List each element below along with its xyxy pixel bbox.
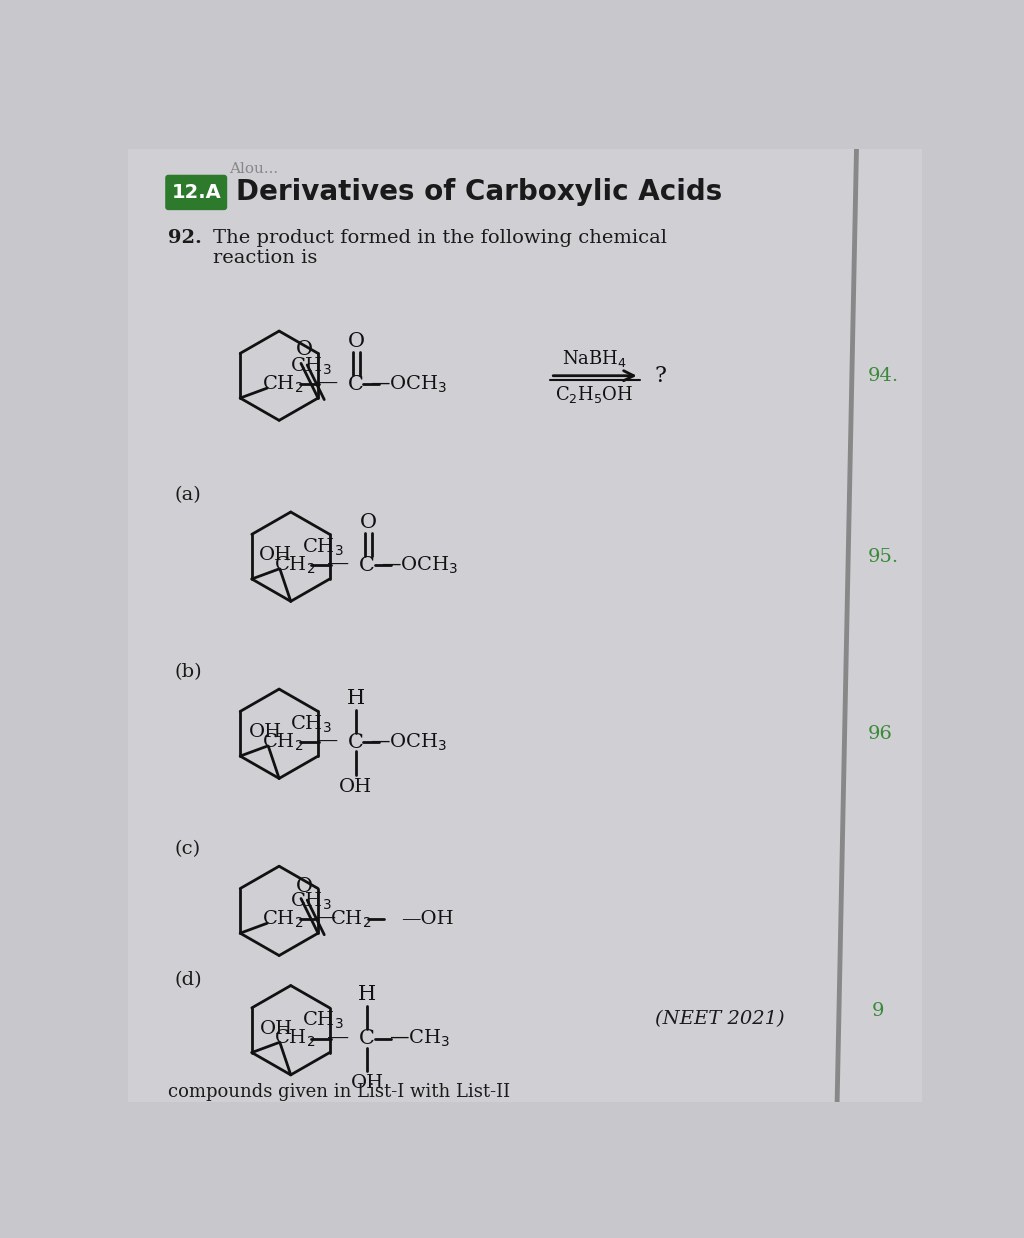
Text: OH: OH (260, 1020, 293, 1037)
Text: CH$_3$: CH$_3$ (290, 891, 332, 912)
Text: OH: OH (339, 777, 373, 796)
Text: —: — (315, 373, 338, 395)
FancyBboxPatch shape (165, 175, 227, 210)
Text: 9: 9 (872, 1002, 885, 1020)
Text: O: O (296, 878, 312, 896)
Text: CH$_3$: CH$_3$ (302, 536, 343, 558)
Text: (a): (a) (174, 487, 202, 504)
Text: (c): (c) (174, 841, 201, 858)
Text: OH: OH (249, 723, 282, 742)
Text: C: C (348, 375, 364, 394)
Text: CH$_2$: CH$_2$ (273, 1028, 315, 1050)
Text: O: O (348, 332, 365, 352)
Text: ?: ? (655, 365, 667, 386)
Text: O: O (359, 514, 377, 532)
Text: OH: OH (259, 546, 292, 565)
Text: CH$_2$: CH$_2$ (262, 374, 303, 395)
Text: Alou...: Alou... (228, 162, 278, 177)
Text: CH$_3$: CH$_3$ (302, 1010, 343, 1031)
Text: 12.A: 12.A (171, 183, 221, 202)
Text: CH$_2$: CH$_2$ (273, 555, 315, 576)
Text: H: H (346, 688, 365, 708)
Text: (NEET 2021): (NEET 2021) (655, 1010, 784, 1028)
Text: —: — (313, 909, 336, 930)
Text: OH: OH (351, 1075, 384, 1092)
Text: —: — (328, 555, 350, 576)
Text: 95.: 95. (868, 547, 899, 566)
Text: reaction is: reaction is (213, 249, 317, 266)
Text: NaBH$_4$: NaBH$_4$ (562, 348, 627, 369)
Text: O: O (296, 340, 312, 359)
Text: CH$_2$: CH$_2$ (331, 909, 372, 930)
Text: 94.: 94. (868, 366, 899, 385)
Text: 92.: 92. (168, 229, 202, 248)
Text: —: — (315, 732, 338, 753)
Text: —OCH$_3$: —OCH$_3$ (370, 732, 446, 753)
Text: —OCH$_3$: —OCH$_3$ (370, 374, 446, 395)
Text: CH$_3$: CH$_3$ (290, 355, 332, 378)
Text: CH$_2$: CH$_2$ (262, 909, 303, 930)
Text: —: — (328, 1028, 350, 1050)
Text: CH$_3$: CH$_3$ (290, 714, 332, 735)
Text: (d): (d) (174, 971, 202, 989)
Text: C: C (359, 1029, 375, 1049)
Text: The product formed in the following chemical: The product formed in the following chem… (213, 229, 668, 248)
Text: C: C (348, 733, 364, 751)
Text: C$_2$H$_5$OH: C$_2$H$_5$OH (555, 384, 634, 405)
Text: (b): (b) (174, 664, 202, 681)
Text: Derivatives of Carboxylic Acids: Derivatives of Carboxylic Acids (237, 178, 723, 207)
Text: —CH$_3$: —CH$_3$ (389, 1028, 451, 1050)
Text: —OCH$_3$: —OCH$_3$ (381, 555, 459, 576)
Text: —OH: —OH (401, 910, 454, 928)
Text: C: C (359, 556, 375, 574)
Text: H: H (358, 985, 377, 1004)
Text: CH$_2$: CH$_2$ (262, 732, 303, 753)
Text: 96: 96 (868, 724, 893, 743)
Text: compounds given in List-I with List-II: compounds given in List-I with List-II (168, 1083, 510, 1101)
